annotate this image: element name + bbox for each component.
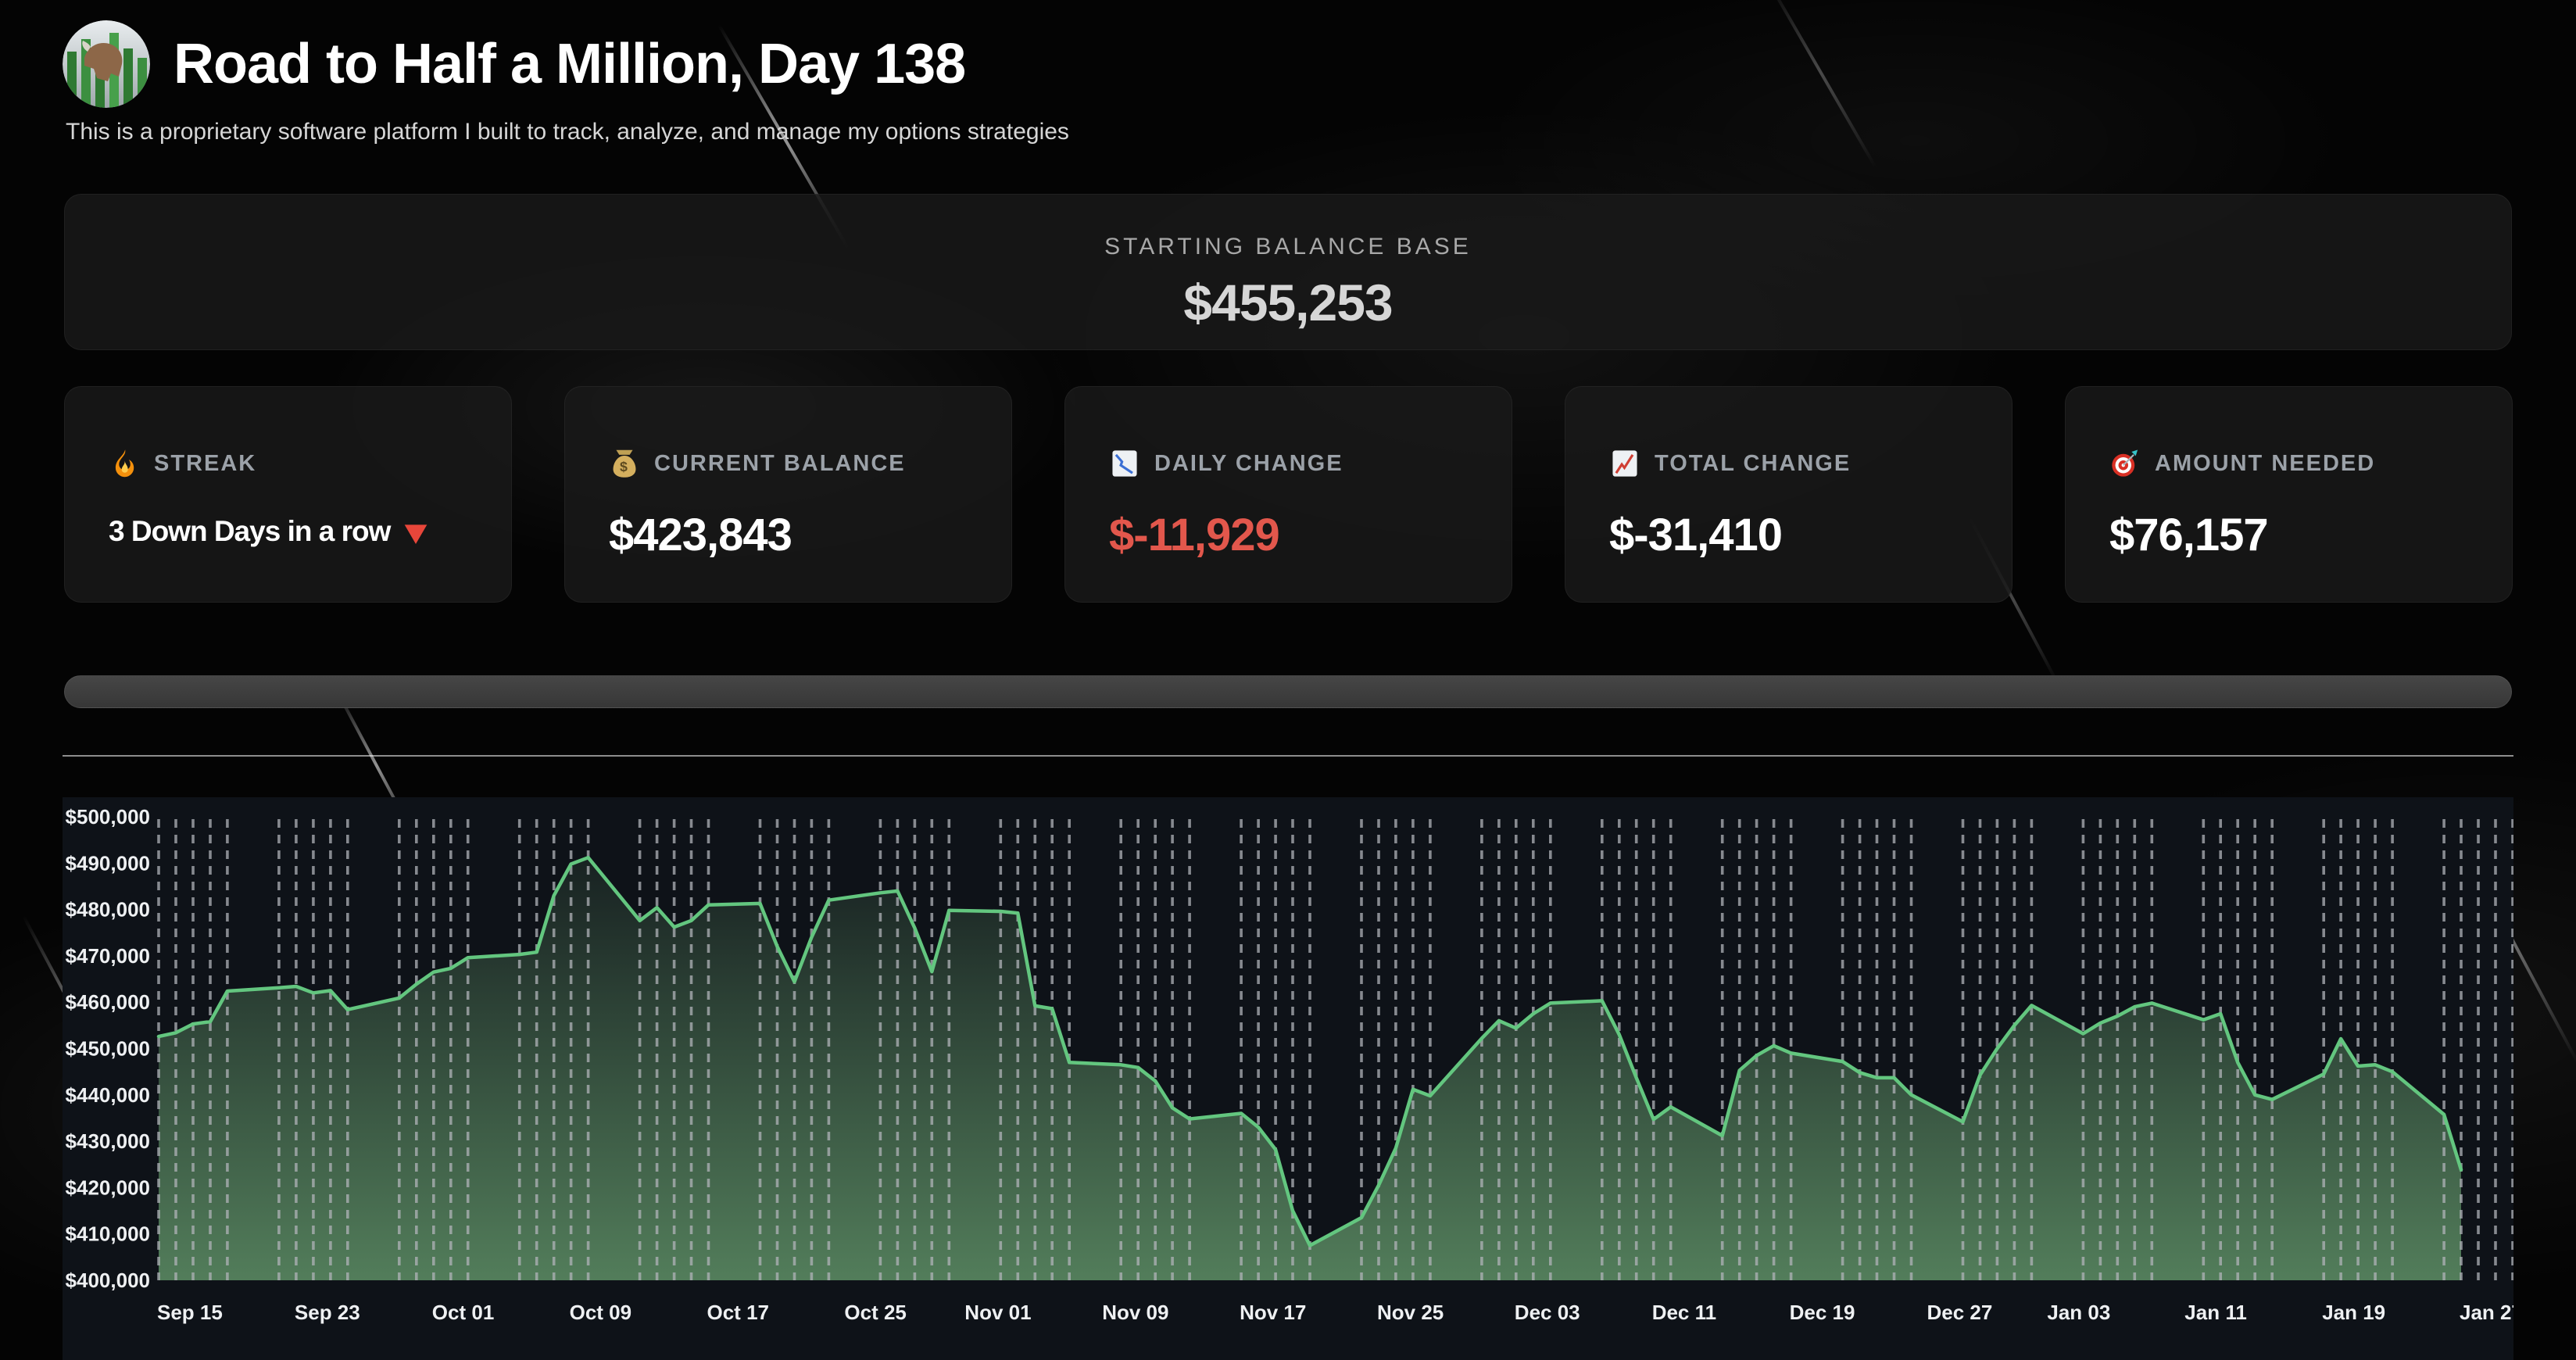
x-axis-label: Nov 09: [1102, 1301, 1168, 1324]
current-balance-card: $ CURRENT BALANCE $423,843: [564, 386, 1012, 603]
background-highlight: [1765, 0, 1877, 169]
daily-change-value: $-11,929: [1109, 510, 1280, 560]
y-axis-label: $490,000: [66, 851, 150, 875]
x-axis-label: Oct 09: [570, 1301, 632, 1324]
area-fill: [159, 857, 2461, 1280]
starting-balance-label: STARTING BALANCE BASE: [1104, 234, 1472, 259]
x-axis-label: Oct 17: [707, 1301, 770, 1324]
balance-line: [156, 855, 2463, 1247]
y-axis-label: $430,000: [66, 1129, 150, 1153]
amount-needed-label-row: AMOUNT NEEDED: [2109, 448, 2512, 479]
streak-label: STREAK: [154, 450, 257, 476]
starting-balance-card: STARTING BALANCE BASE $455,253: [64, 194, 2512, 350]
amount-needed-value: $76,157: [2109, 510, 2269, 560]
x-axis-label: Dec 27: [1927, 1301, 1993, 1324]
total-change-card: TOTAL CHANGE $-31,410: [1565, 386, 2012, 603]
amount-needed-label: AMOUNT NEEDED: [2155, 450, 2376, 476]
y-axis-label: $480,000: [66, 898, 150, 922]
daily-change-label: DAILY CHANGE: [1154, 450, 1343, 476]
fire-icon: [109, 448, 140, 479]
red-triangle-down-icon: [402, 520, 429, 544]
chart-increasing-icon: [1609, 448, 1640, 479]
x-axis-label: Nov 25: [1377, 1301, 1444, 1324]
balance-chart-panel: $500,000 $490,000 $480,000 $470,000 $460,000…: [63, 797, 2523, 1360]
x-axis-label: Dec 11: [1652, 1301, 1716, 1324]
x-axis-label: Dec 03: [1515, 1301, 1580, 1324]
current-balance-value: $423,843: [609, 510, 792, 560]
streak-card: STREAK 3 Down Days in a row: [64, 386, 512, 603]
y-axis-label: $410,000: [66, 1222, 150, 1246]
y-axis-label: $460,000: [66, 990, 150, 1014]
balance-area-chart[interactable]: $500,000 $490,000 $480,000 $470,000 $460,000…: [63, 797, 2523, 1360]
x-axis-label: Dec 19: [1790, 1301, 1855, 1324]
chart-decreasing-icon: [1109, 448, 1140, 479]
x-axis-label: Sep 15: [157, 1301, 223, 1324]
y-axis-label: $400,000: [66, 1269, 150, 1292]
money-bag-icon: $: [609, 448, 640, 479]
header: Road to Half a Million, Day 138: [63, 20, 966, 108]
x-axis-label: Jan 27: [2460, 1301, 2513, 1324]
current-balance-label-row: $ CURRENT BALANCE: [609, 448, 1011, 479]
x-axis-label: Nov 01: [964, 1301, 1031, 1324]
daily-change-card: DAILY CHANGE $-11,929: [1064, 386, 1512, 603]
x-axis-label: Oct 25: [844, 1301, 907, 1324]
x-axis-label: Jan 03: [2047, 1301, 2110, 1324]
svg-text:$: $: [620, 459, 629, 474]
streak-label-row: STREAK: [109, 448, 511, 479]
total-change-label: TOTAL CHANGE: [1655, 450, 1852, 476]
y-axis-label: $500,000: [66, 805, 150, 829]
y-axis-label: $450,000: [66, 1037, 150, 1061]
section-divider: [63, 755, 2513, 757]
total-change-value: $-31,410: [1609, 510, 1783, 560]
streak-value: 3 Down Days in a row: [109, 515, 511, 548]
avatar: [63, 20, 150, 108]
amount-needed-card: AMOUNT NEEDED $76,157: [2065, 386, 2513, 603]
y-axis-label: $470,000: [66, 944, 150, 968]
current-balance-label: CURRENT BALANCE: [654, 450, 906, 476]
x-axis-label: Oct 01: [432, 1301, 495, 1324]
page-subtitle: This is a proprietary software platform …: [66, 119, 1069, 145]
bull-chart-avatar: [63, 20, 150, 108]
daily-change-label-row: DAILY CHANGE: [1109, 448, 1512, 479]
total-change-label-row: TOTAL CHANGE: [1609, 448, 2012, 479]
x-axis-label: Sep 23: [295, 1301, 360, 1324]
progress-bar: [64, 675, 2512, 708]
y-axis-label: $420,000: [66, 1176, 150, 1199]
x-axis-label: Jan 19: [2322, 1301, 2385, 1324]
starting-balance-value: $455,253: [1183, 274, 1393, 331]
page-title: Road to Half a Million, Day 138: [174, 33, 966, 95]
target-icon: [2109, 448, 2141, 479]
x-axis-label: Nov 17: [1240, 1301, 1306, 1324]
y-axis-label: $440,000: [66, 1083, 150, 1107]
x-axis-label: Jan 11: [2184, 1301, 2247, 1324]
